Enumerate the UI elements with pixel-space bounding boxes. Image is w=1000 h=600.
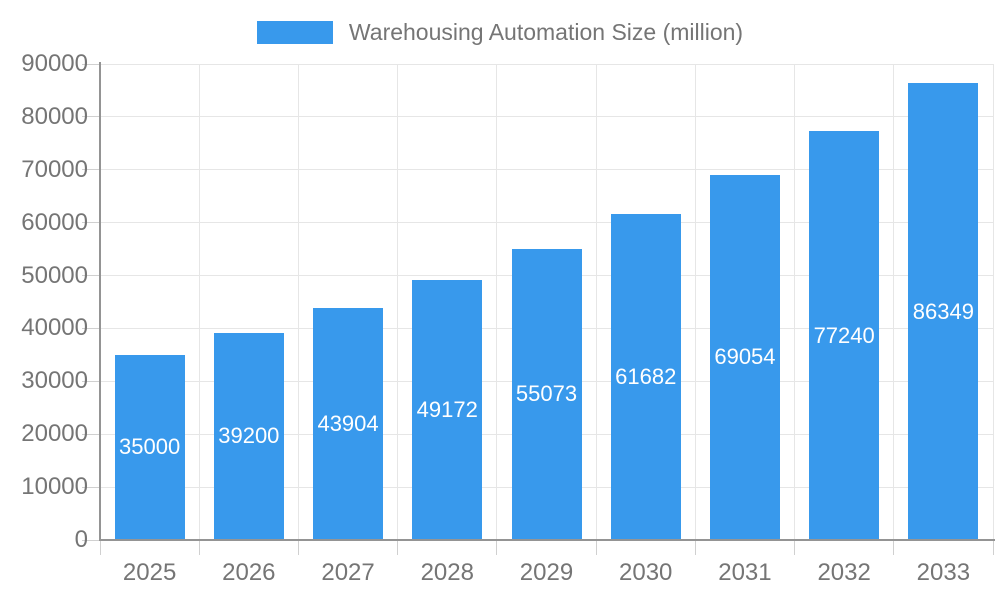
y-tick-label: 50000 bbox=[21, 261, 88, 289]
bar[interactable] bbox=[908, 83, 979, 540]
y-tick bbox=[82, 222, 100, 224]
bar-value-label: 43904 bbox=[317, 410, 379, 436]
y-tick-label: 40000 bbox=[21, 314, 88, 342]
bar[interactable] bbox=[412, 279, 483, 540]
x-tick bbox=[794, 540, 796, 555]
x-tick-label: 2029 bbox=[519, 559, 574, 586]
bar-value-label: 49172 bbox=[416, 396, 478, 422]
v-gridline bbox=[694, 64, 696, 540]
x-tick bbox=[397, 540, 399, 555]
h-gridline bbox=[100, 169, 993, 171]
bar-value-label: 35000 bbox=[119, 434, 181, 460]
y-tick bbox=[82, 380, 100, 382]
v-gridline bbox=[992, 64, 994, 540]
x-tick-label: 2028 bbox=[420, 559, 474, 586]
v-gridline bbox=[893, 64, 895, 540]
y-tick-label: 0 bbox=[74, 526, 88, 553]
h-gridline bbox=[100, 116, 993, 118]
y-tick-label: 90000 bbox=[21, 50, 88, 77]
bar-value-label: 55073 bbox=[515, 381, 578, 407]
bar[interactable] bbox=[610, 213, 681, 540]
x-tick bbox=[297, 540, 299, 555]
y-tick-label: 60000 bbox=[21, 208, 88, 236]
y-axis-line bbox=[99, 62, 101, 540]
y-tick bbox=[82, 327, 100, 329]
y-tick-label: 30000 bbox=[21, 367, 88, 395]
x-tick bbox=[893, 540, 895, 555]
bar-value-label: 86349 bbox=[912, 298, 974, 324]
legend-swatch bbox=[256, 21, 333, 44]
v-gridline bbox=[397, 64, 399, 540]
y-tick bbox=[82, 275, 100, 277]
x-tick-label: 2031 bbox=[718, 559, 772, 586]
bar[interactable] bbox=[511, 248, 582, 540]
y-tick bbox=[82, 63, 100, 65]
x-tick bbox=[99, 540, 101, 555]
x-tick bbox=[496, 540, 498, 555]
bar[interactable] bbox=[114, 354, 185, 540]
bar-value-label: 61682 bbox=[615, 363, 677, 389]
bar-value-label: 39200 bbox=[218, 423, 280, 449]
v-gridline bbox=[198, 64, 200, 540]
x-axis-line bbox=[99, 539, 995, 541]
x-tick-label: 2033 bbox=[916, 559, 971, 586]
h-gridline bbox=[100, 63, 993, 65]
x-tick-label: 2030 bbox=[619, 559, 673, 586]
y-tick bbox=[82, 539, 100, 541]
bar-value-label: 77240 bbox=[813, 322, 875, 348]
bar[interactable] bbox=[809, 131, 880, 540]
bar[interactable] bbox=[313, 307, 384, 540]
x-tick-label: 2032 bbox=[817, 559, 871, 586]
bar[interactable] bbox=[213, 332, 284, 540]
x-tick-label: 2026 bbox=[222, 559, 276, 586]
x-tick bbox=[694, 540, 696, 555]
y-tick-label: 70000 bbox=[21, 155, 88, 183]
v-gridline bbox=[496, 64, 498, 540]
y-tick-label: 20000 bbox=[21, 420, 88, 448]
x-tick bbox=[198, 540, 200, 555]
legend-label: Warehousing Automation Size (million) bbox=[348, 19, 744, 45]
x-tick-label: 2027 bbox=[321, 559, 375, 586]
x-tick bbox=[992, 540, 994, 555]
y-tick bbox=[82, 116, 100, 118]
y-tick bbox=[82, 169, 100, 171]
v-gridline bbox=[297, 64, 299, 540]
y-tick bbox=[82, 433, 100, 435]
bar[interactable] bbox=[709, 174, 780, 540]
x-tick bbox=[595, 540, 597, 555]
y-tick-label: 10000 bbox=[21, 473, 88, 501]
bar-value-label: 69054 bbox=[714, 344, 776, 370]
x-tick-label: 2025 bbox=[122, 559, 177, 586]
y-tick bbox=[82, 486, 100, 488]
v-gridline bbox=[595, 64, 597, 540]
h-gridline bbox=[100, 222, 993, 224]
legend-item[interactable]: Warehousing Automation Size (million) bbox=[0, 19, 1000, 45]
v-gridline bbox=[794, 64, 796, 540]
y-tick-label: 80000 bbox=[21, 102, 88, 130]
